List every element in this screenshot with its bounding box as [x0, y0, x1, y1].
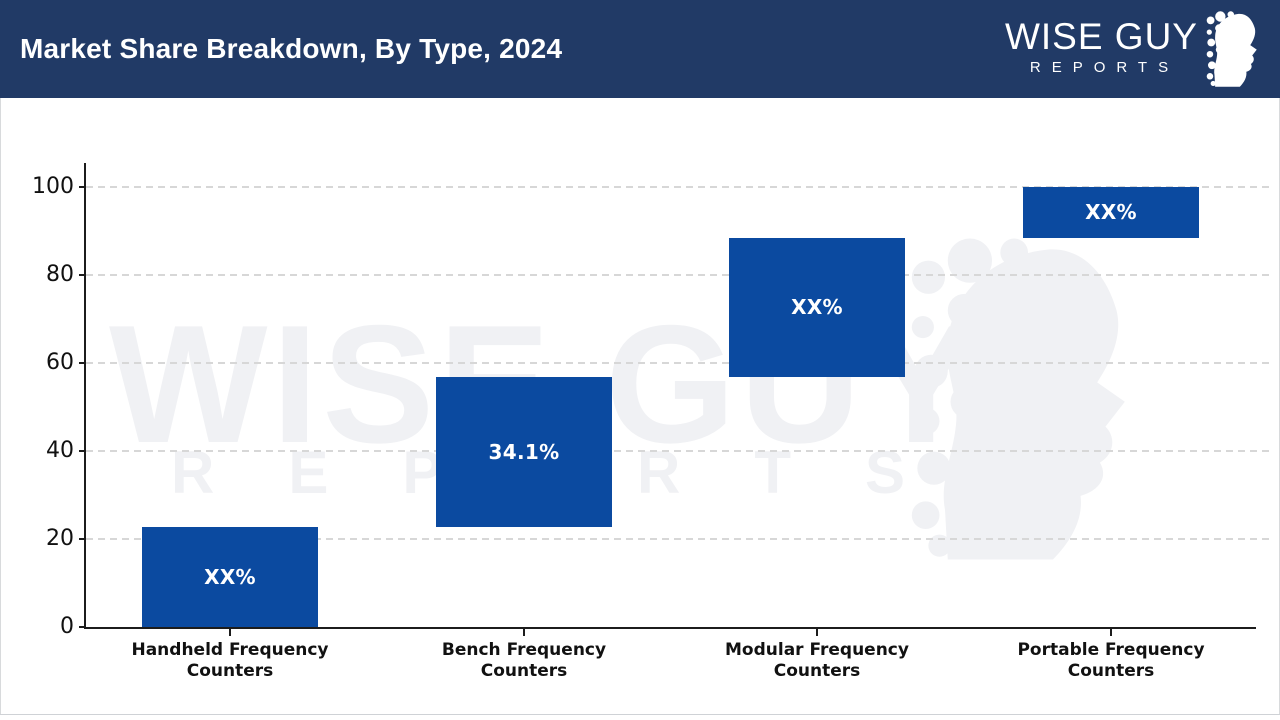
- plot: 0 20 40 60 80 100 XX% Handheld Frequency Counte…: [32, 163, 1270, 681]
- page-title: Market Share Breakdown, By Type, 2024: [20, 33, 563, 64]
- y-tick-label: 80: [46, 262, 74, 287]
- y-tick-label: 40: [46, 438, 74, 463]
- gridline-y-60: [86, 362, 1270, 364]
- bar-value-label: XX%: [1085, 200, 1137, 225]
- y-axis-spine: [84, 163, 86, 629]
- brand-logo: WISE GUY REPORTS: [1005, 8, 1266, 90]
- y-tick-label: 0: [60, 614, 74, 639]
- bar-value-label: XX%: [791, 295, 843, 320]
- bar-3: XX%: [729, 237, 905, 378]
- brand-subtitle: REPORTS: [1029, 59, 1180, 76]
- x-category-label: Modular Frequency Counters: [725, 640, 909, 681]
- y-tick-mark: [79, 362, 86, 364]
- x-category-label: Handheld Frequency Counters: [131, 640, 329, 681]
- bar-value-label: XX%: [204, 565, 256, 590]
- x-tick-mark: [229, 629, 231, 636]
- bottom-divider: [0, 714, 1280, 715]
- brand-name: WISE GUY: [1004, 16, 1198, 57]
- y-tick-label: 60: [46, 350, 74, 375]
- x-category-label: Bench Frequency Counters: [441, 640, 607, 681]
- y-tick-mark: [79, 274, 86, 276]
- gridline-y-40: [86, 450, 1270, 452]
- y-tick-mark: [79, 450, 86, 452]
- header-bar: Market Share Breakdown, By Type, 2024 WI…: [0, 0, 1280, 98]
- x-category-label: Portable Frequency Counters: [1017, 640, 1205, 681]
- bar-2: 34.1%: [436, 377, 612, 528]
- bar-value-label: 34.1%: [488, 440, 560, 465]
- x-tick-mark: [1110, 629, 1112, 636]
- bar-4: XX%: [1023, 187, 1199, 238]
- y-tick-label: 20: [46, 526, 74, 551]
- y-tick-mark: [79, 626, 86, 628]
- x-tick-mark: [523, 629, 525, 636]
- y-tick-mark: [79, 538, 86, 540]
- x-tick-mark: [816, 629, 818, 636]
- gridline-y-100: [86, 186, 1270, 188]
- gridline-y-20: [86, 538, 1270, 540]
- gridline-y-80: [86, 274, 1270, 276]
- brand-wordmark: WISE GUY REPORTS: [1004, 16, 1198, 77]
- y-tick-mark: [79, 186, 86, 188]
- x-axis-spine: [84, 627, 1256, 629]
- bar-1: XX%: [142, 527, 318, 627]
- y-tick-label: 100: [32, 174, 74, 199]
